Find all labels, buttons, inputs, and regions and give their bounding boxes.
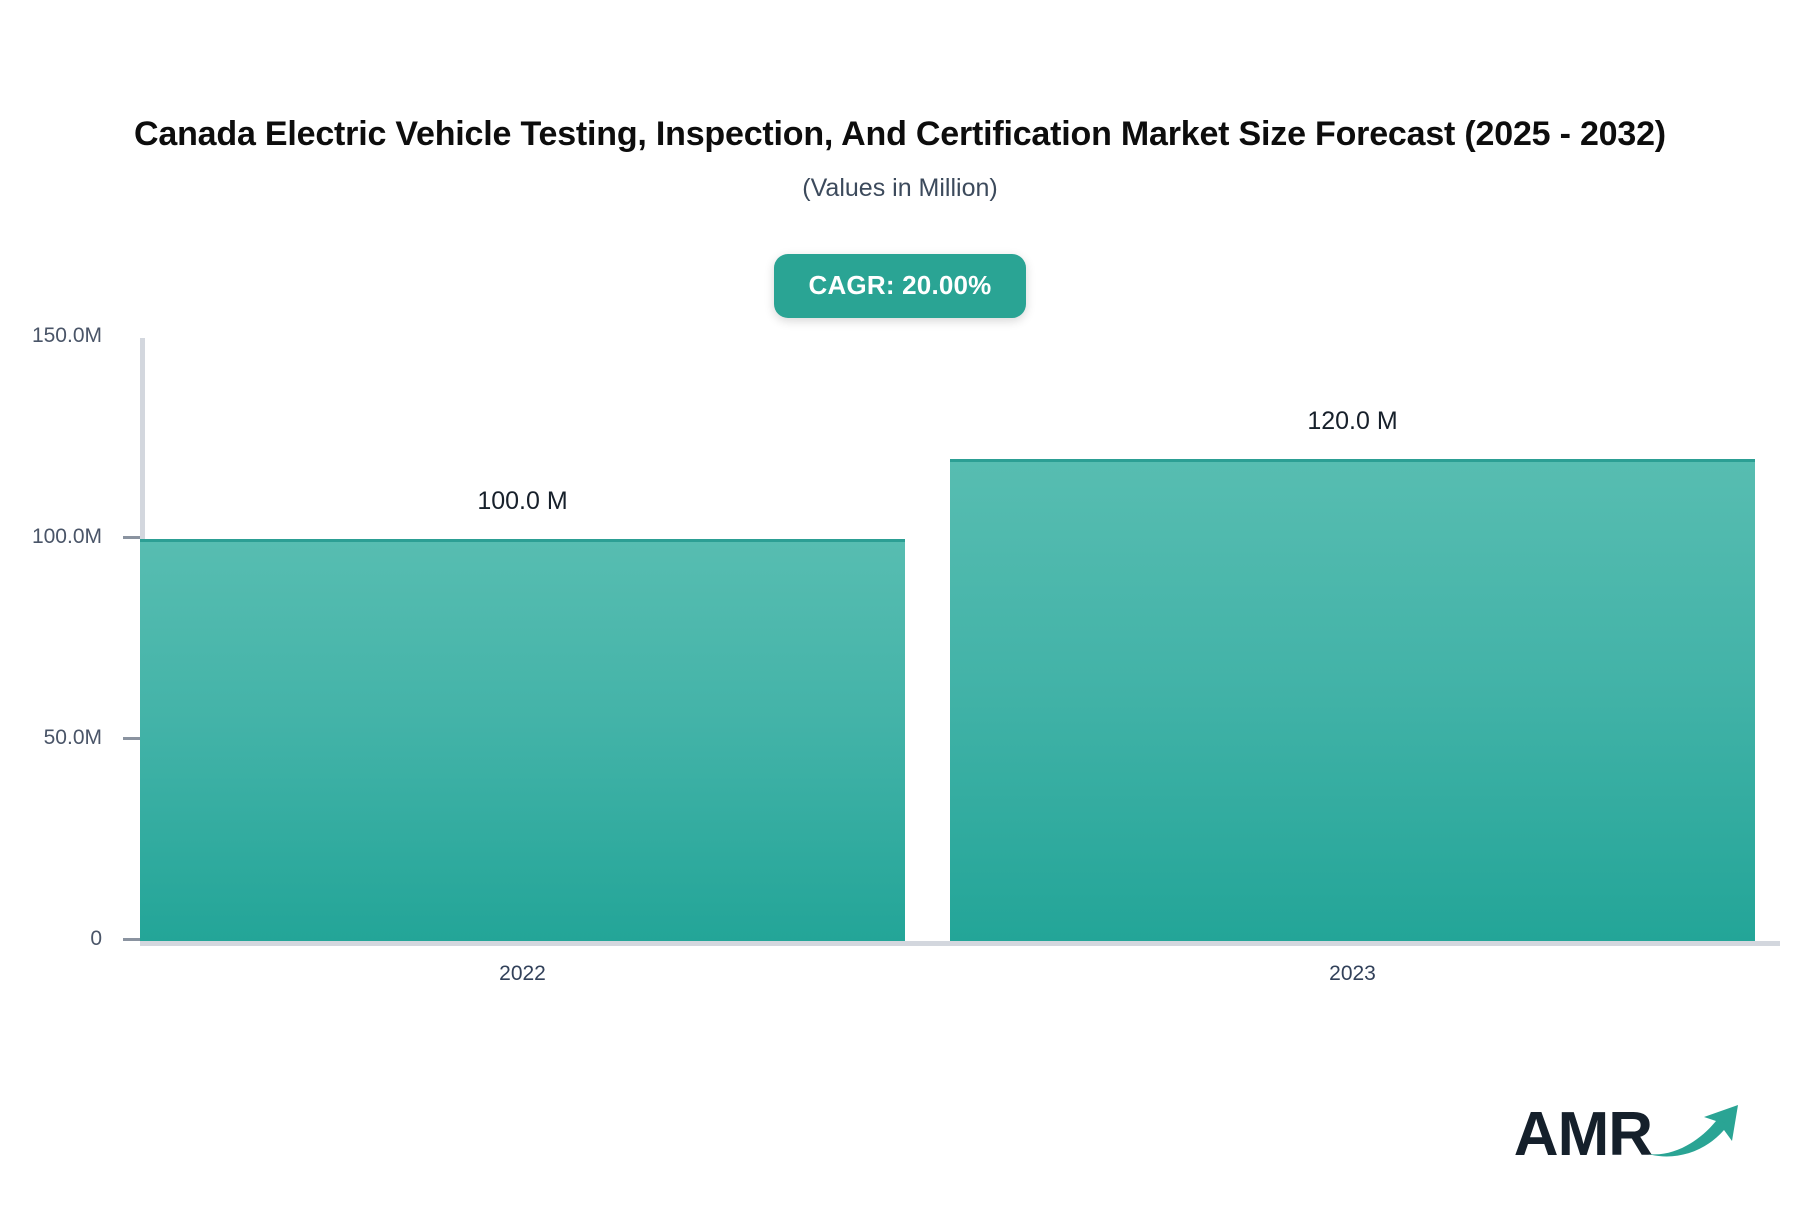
plot-area: 100.0 M 120.0 M 0 50.0M 100.0M 150.0M: [32, 324, 1780, 950]
y-axis-tick-label: 100.0M: [0, 525, 140, 549]
bar: [950, 458, 1755, 941]
y-axis-tickmark: [123, 938, 140, 941]
y-axis-tick-label: 50.0M: [0, 726, 140, 750]
bar: [140, 539, 905, 941]
page-title: Canada Electric Vehicle Testing, Inspect…: [134, 115, 1666, 153]
title-block: Canada Electric Vehicle Testing, Inspect…: [0, 110, 1800, 203]
x-axis-tick-label: 2022: [499, 962, 546, 985]
x-axis-tick-label: 2023: [1329, 962, 1376, 985]
x-axis-labels: 2022 2023: [140, 962, 1780, 1002]
y-axis-tick-label: 150.0M: [31, 324, 102, 347]
cagr-badge-wrap: CAGR: 20.00%: [0, 254, 1800, 318]
bar-value-label: 120.0 M: [1307, 406, 1398, 435]
bar-value-label: 100.0 M: [477, 487, 568, 515]
growth-arrow-icon: [1646, 1099, 1742, 1164]
logo-text: AMR: [1513, 1100, 1653, 1169]
cagr-badge: CAGR: 20.00%: [774, 254, 1026, 318]
amr-logo: AMR: [1514, 1099, 1742, 1166]
y-axis-tickmark: [123, 536, 140, 539]
y-axis-tick-label: 0: [0, 927, 140, 951]
bar-series: 100.0 M 120.0 M: [140, 338, 1780, 945]
chart-subtitle: (Values in Million): [802, 174, 998, 203]
x-axis-line: [140, 941, 1780, 946]
y-axis-tickmark: [123, 737, 140, 740]
